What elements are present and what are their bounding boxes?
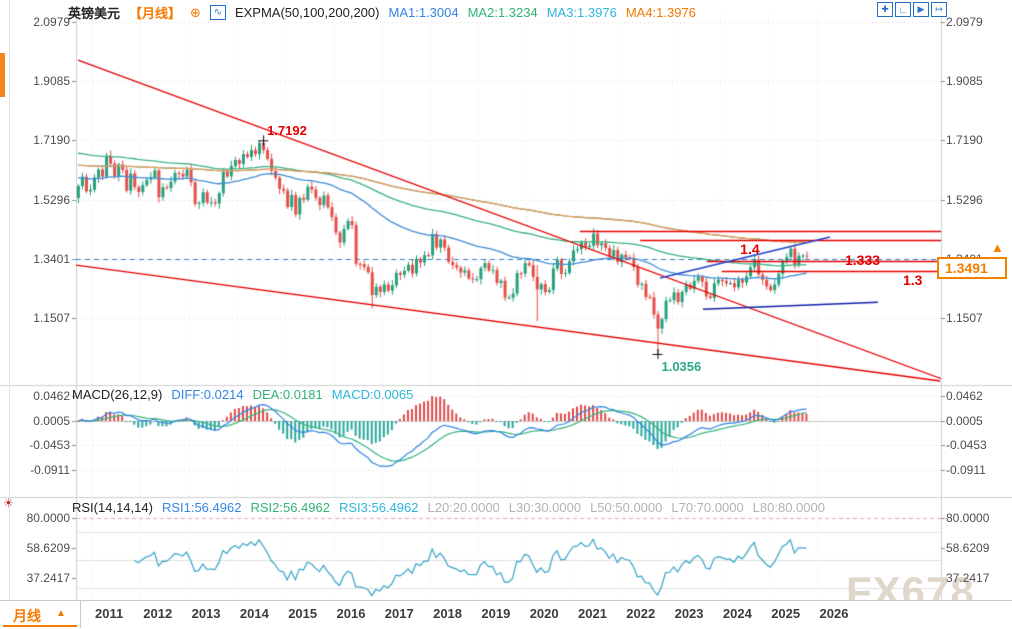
macd-values: DIFF:0.0214 DEA:0.0181 MACD:0.0065 [171, 387, 413, 402]
price-line-label: 1.4 [740, 241, 760, 258]
rsi-axis-label-right: 37.2417 [946, 571, 990, 585]
add-indicator-icon[interactable]: ⊕ [190, 4, 201, 20]
rsi-level-label: L70:70.0000 [671, 500, 744, 515]
macd-axis-label-right: 0.0005 [946, 413, 983, 428]
macd-axis-label-left: -0.0453 [29, 438, 70, 453]
rsi-axis-label-left: 58.6209 [26, 541, 70, 555]
main-axis-label-left: 1.1507 [33, 311, 70, 325]
rsi-axis-label-right: 58.6209 [946, 541, 990, 555]
macd-title: MACD(26,12,9) [72, 387, 163, 402]
chart-type-icon[interactable]: ∿ [209, 5, 226, 20]
period-selector-button[interactable]: 月线 ▲ [0, 600, 81, 628]
period-tag[interactable]: 【月线】 [129, 6, 182, 21]
main-axis-label-left: 2.0979 [33, 15, 70, 29]
chart-toolbar: ✚ ∟ ▶ ↦ [877, 2, 947, 17]
price-line-label: 1.333 [844, 252, 881, 269]
current-price-tag: 1.3491 [937, 257, 1007, 279]
rsi-axis-label-right: 80.0000 [946, 511, 990, 525]
main-axis-label-left: 1.3401 [33, 251, 70, 266]
pan-icon[interactable]: ✚ [877, 2, 893, 17]
rsi-value: RSI1:56.4962 [161, 500, 242, 515]
main-axis-label-left: 1.7190 [33, 133, 70, 148]
rsi-values: RSI1:56.4962 RSI2:56.4962 RSI3:56.4962 [162, 500, 419, 515]
price-up-arrow-icon: ▲ [991, 240, 1004, 255]
year-label: 2011 [95, 606, 124, 621]
rsi-level-label: L50:50.0000 [590, 500, 663, 515]
arrow-up-icon: ▲ [56, 608, 66, 619]
year-label: 2013 [191, 606, 221, 621]
year-label: 2025 [771, 606, 801, 621]
ma-value: MA3:1.3976 [546, 5, 617, 20]
ma-value: MA4:1.3976 [625, 5, 696, 20]
axis-scale-icon[interactable]: ∟ [895, 2, 911, 17]
ma-value: MA1:1.3004 [388, 5, 459, 20]
main-axis-label-left: 1.9085 [33, 74, 70, 89]
axis-play-icon[interactable]: ▶ [913, 2, 929, 17]
current-price-value: 1.3491 [945, 260, 988, 276]
year-label: 2026 [819, 606, 849, 621]
main-axis-label-right: 1.5296 [946, 192, 983, 207]
year-label: 2021 [578, 606, 607, 621]
macd-axis-label-left: 0.0005 [33, 413, 70, 428]
macd-axis-label-left: 0.0462 [33, 389, 70, 404]
settings-icon[interactable]: ☀ [3, 496, 14, 510]
rsi-levels: L20:20.0000 L30:30.0000 L50:50.0000 L70:70.… [427, 500, 824, 515]
trough-annotation: 1.0356 [661, 358, 702, 374]
export-icon[interactable]: ↦ [931, 2, 947, 17]
rsi-level-label: L80:80.0000 [752, 500, 825, 515]
time-axis-bar [0, 600, 1012, 629]
period-label: 月线 [13, 608, 41, 624]
sidebar-divider [9, 0, 10, 600]
main-axis-label-right: 1.9085 [946, 74, 983, 89]
symbol-name: 英镑美元 [68, 6, 121, 21]
year-label: 2024 [722, 606, 752, 621]
rsi-value: RSI3:56.4962 [338, 500, 419, 515]
year-label: 2015 [288, 606, 318, 621]
rsi-level-label: L30:30.0000 [508, 500, 582, 515]
price-line-label: 1.3 [902, 272, 923, 289]
year-label: 2018 [433, 606, 463, 621]
macd-axis-label-right: -0.0911 [946, 463, 986, 478]
year-label: 2016 [336, 606, 366, 621]
peak-annotation: 1.7192 [267, 123, 307, 139]
year-label: 2022 [626, 606, 656, 621]
macd-axis-label-left: -0.0911 [30, 463, 70, 478]
main-axis-label-right: 1.7190 [946, 133, 983, 148]
main-axis-label-right: 2.0979 [946, 15, 983, 29]
rsi-header: RSI(14,14,14) RSI1:56.4962 RSI2:56.4962 RS… [72, 500, 825, 515]
period-underline [3, 625, 77, 627]
year-label: 2012 [143, 606, 173, 621]
year-label: 2017 [384, 606, 414, 621]
year-label: 2020 [529, 606, 559, 621]
main-chart-header: 英镑美元 【月线】 ⊕ ∿ EXPMA(50,100,200,200) MA1:… [68, 3, 696, 22]
ma-values: MA1:1.3004 MA2:1.3234 MA3:1.3976 MA4:1.3976 [388, 5, 695, 20]
rsi-axis-label-left: 37.2417 [26, 571, 70, 585]
macd-value: MACD:0.0065 [331, 387, 414, 402]
macd-header: MACD(26,12,9) DIFF:0.0214 DEA:0.0181 MACD:… [72, 387, 413, 402]
sidebar-tab-handle[interactable] [0, 53, 5, 97]
main-axis-label-left: 1.5296 [33, 192, 70, 207]
macd-axis-label-right: 0.0462 [946, 389, 983, 404]
indicator-label: EXPMA(50,100,200,200) [234, 5, 380, 20]
rsi-title: RSI(14,14,14) [72, 500, 153, 515]
rsi-value: RSI2:56.4962 [250, 500, 330, 515]
macd-value: DEA:0.0181 [252, 387, 323, 402]
rsi-axis-label-left: 80.0000 [26, 511, 70, 525]
macd-value: DIFF:0.0214 [171, 387, 244, 402]
macd-axis-label-right: -0.0453 [946, 438, 987, 453]
year-label: 2019 [481, 606, 511, 621]
ma-value: MA2:1.3234 [467, 5, 538, 20]
year-label: 2014 [239, 606, 269, 621]
rsi-level-label: L20:20.0000 [427, 500, 500, 515]
year-label: 2023 [674, 606, 704, 621]
main-axis-label-right: 1.1507 [946, 311, 983, 325]
